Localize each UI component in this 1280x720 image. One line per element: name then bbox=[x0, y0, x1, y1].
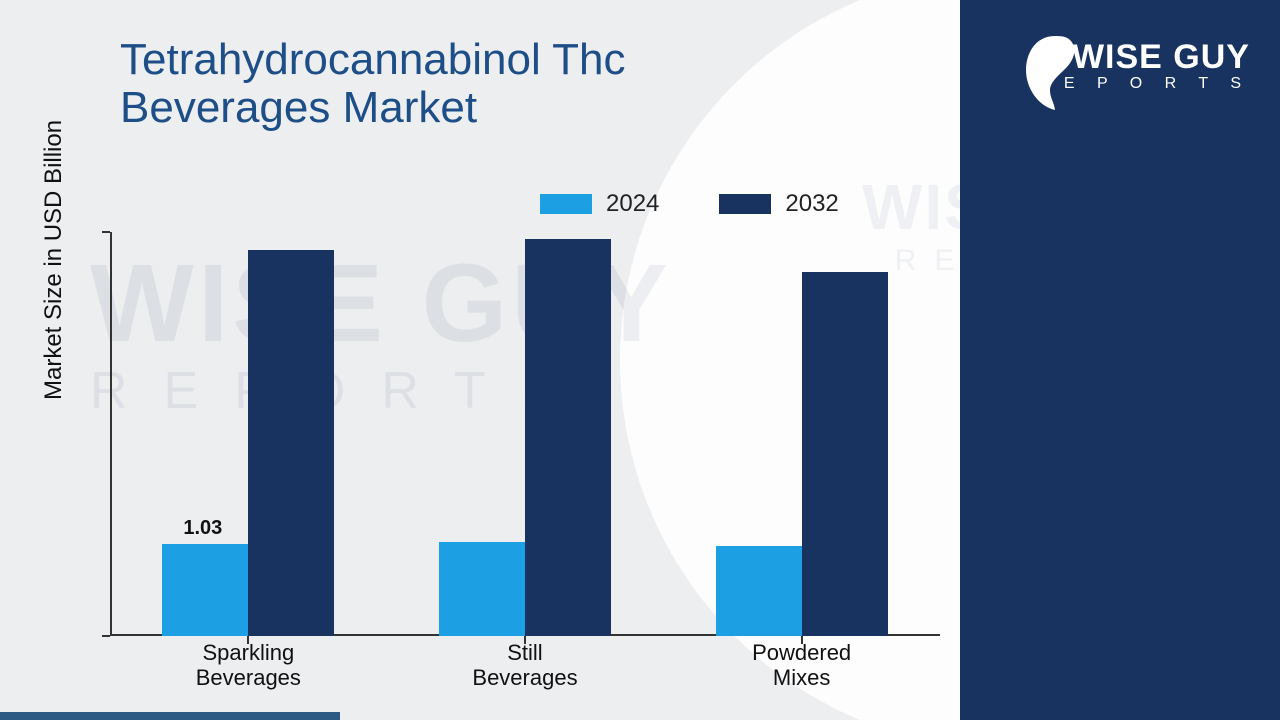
brand-logo: WISE GUY R E P O R T S bbox=[1030, 38, 1250, 93]
chart-title: Tetrahydrocannabinol Thc Beverages Marke… bbox=[120, 36, 840, 133]
y-tick bbox=[102, 635, 110, 637]
bar-group bbox=[439, 239, 611, 636]
bar-group bbox=[716, 272, 888, 636]
legend-swatch bbox=[719, 194, 771, 214]
legend-item: 2032 bbox=[719, 190, 838, 218]
brand-line1: WISE GUY bbox=[1030, 38, 1250, 77]
bar bbox=[162, 544, 248, 636]
legend: 2024 2032 bbox=[540, 190, 839, 218]
bar bbox=[716, 546, 802, 636]
category-label: PowderedMixes bbox=[712, 640, 892, 691]
legend-label: 2032 bbox=[785, 190, 838, 218]
bar bbox=[439, 542, 525, 636]
category-label: SparklingBeverages bbox=[158, 640, 338, 691]
category-label: StillBeverages bbox=[435, 640, 615, 691]
bar-groups bbox=[110, 232, 940, 636]
legend-swatch bbox=[540, 194, 592, 214]
brand-band bbox=[960, 0, 1280, 720]
bar bbox=[248, 250, 334, 636]
bar-value-label: 1.03 bbox=[183, 517, 222, 540]
y-tick bbox=[102, 231, 110, 233]
bottom-accent bbox=[0, 712, 340, 720]
bar-group bbox=[162, 250, 334, 636]
legend-label: 2024 bbox=[606, 190, 659, 218]
brand-line2: R E P O R T S bbox=[1030, 75, 1250, 93]
bar bbox=[802, 272, 888, 636]
legend-item: 2024 bbox=[540, 190, 659, 218]
plot-area: 1.03 bbox=[110, 232, 940, 636]
category-labels: SparklingBeverages StillBeverages Powdered… bbox=[110, 640, 940, 691]
chart-canvas: WISE GUY REPORTS WISE GUY REPORTS WISE G… bbox=[0, 0, 1280, 720]
bar bbox=[525, 239, 611, 636]
y-axis-label: Market Size in USD Billion bbox=[40, 120, 68, 400]
